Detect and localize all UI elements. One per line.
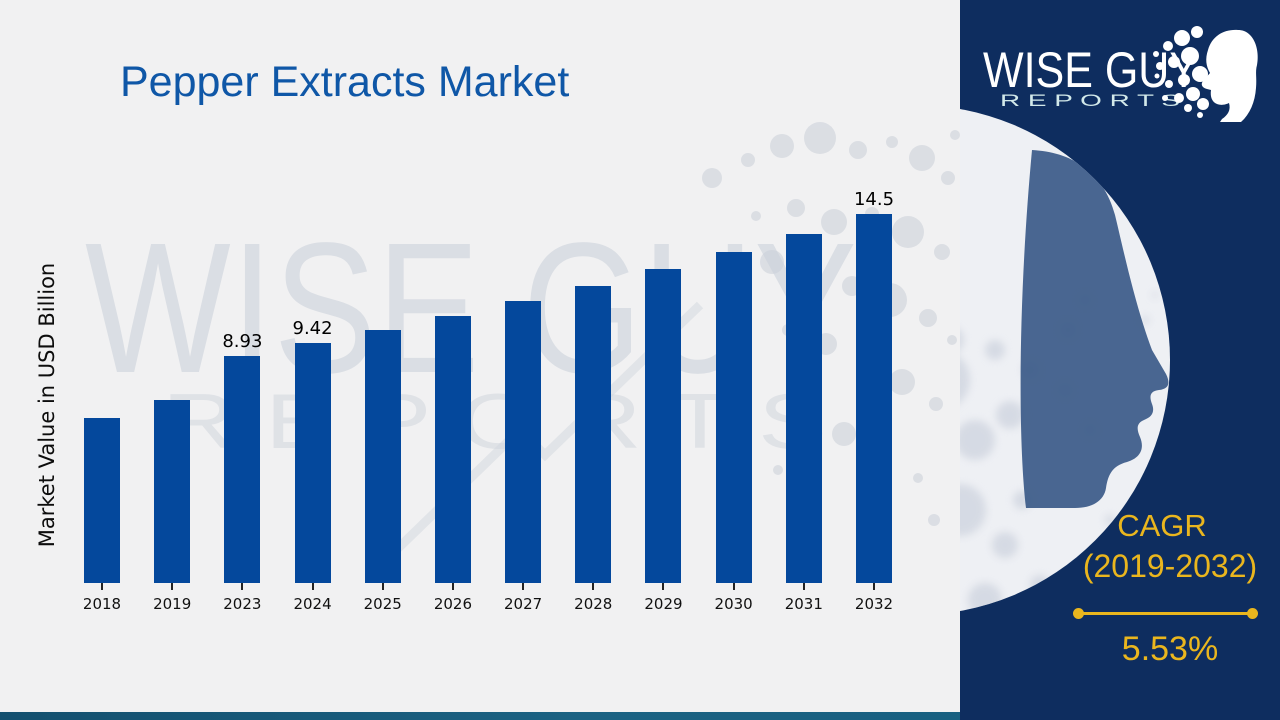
x-axis-tick — [662, 583, 665, 590]
x-axis-tick-label: 2032 — [854, 595, 894, 613]
chart-area: WISE GUY R E P O R T S Pepper Extracts M… — [35, 57, 960, 613]
cagr-value: 5.53% — [1121, 630, 1219, 668]
y-axis-label: Market Value in USD Billion — [35, 262, 59, 548]
bar-value-label: 14.5 — [853, 188, 895, 210]
x-axis-tick — [451, 583, 454, 590]
divider-dot-right — [1247, 608, 1258, 619]
brand-panel-art: WISE GUY R E P O R T S — [960, 26, 1258, 615]
brand-wordmark: WISE GUY — [983, 42, 1198, 98]
bar-plot: 2018 2019 8.93 2023 9.42 2024 2025 2026 2027 2028… — [83, 170, 895, 613]
x-axis-tick — [101, 583, 103, 590]
brand-panel: WISE GUY R E P O R T S CAGR (2019-2032) … — [960, 0, 1280, 720]
cagr-divider — [1073, 605, 1258, 621]
x-axis-tick — [381, 583, 384, 590]
x-axis-tick — [873, 583, 875, 590]
x-axis-tick — [171, 583, 174, 590]
x-axis-tick-label: 2031 — [784, 595, 823, 613]
bar-value-label: 8.93 — [222, 330, 263, 352]
x-axis-tick-label: 2029 — [644, 595, 683, 613]
bar — [575, 285, 612, 583]
x-axis-tick — [802, 583, 805, 590]
x-axis-tick — [311, 583, 314, 590]
face-profile-silhouette — [1020, 150, 1169, 508]
bar — [294, 343, 331, 583]
x-axis-tick-label: 2025 — [363, 595, 402, 613]
x-axis-tick-label: 2027 — [503, 595, 543, 613]
bar — [645, 269, 682, 583]
x-axis-tick-label: 2026 — [433, 595, 472, 613]
bar — [364, 330, 401, 583]
bar — [434, 316, 471, 583]
bar — [785, 233, 822, 583]
x-axis-tick-label: 2030 — [714, 595, 753, 613]
bar — [154, 399, 191, 583]
x-axis-tick-label: 2019 — [153, 595, 192, 613]
page-title: Pepper Extracts Market — [120, 57, 570, 106]
x-axis-tick — [592, 583, 595, 590]
x-axis-tick — [241, 583, 244, 590]
x-axis-tick — [522, 583, 525, 590]
bar-value-label: 9.42 — [292, 318, 333, 340]
brand-reports-text: R E P O R T S — [1000, 91, 1180, 110]
x-axis-tick-label: 2024 — [293, 595, 332, 613]
divider-rule — [1079, 612, 1252, 615]
bottom-accent-strip — [0, 712, 962, 720]
x-axis-tick-label: 2023 — [223, 595, 262, 613]
cagr-title: CAGR — [1117, 508, 1207, 543]
bar — [505, 301, 542, 583]
bar — [715, 251, 752, 583]
bar — [84, 417, 120, 583]
x-axis-tick-label: 2028 — [574, 595, 613, 613]
x-axis-tick — [732, 583, 735, 590]
divider-dot-left — [1073, 608, 1084, 619]
cagr-range: (2019-2032) — [1082, 548, 1258, 584]
dotted-head-icon — [1153, 26, 1258, 122]
bar — [856, 213, 892, 583]
bar — [224, 355, 261, 583]
x-axis-tick-label: 2018 — [82, 595, 122, 613]
